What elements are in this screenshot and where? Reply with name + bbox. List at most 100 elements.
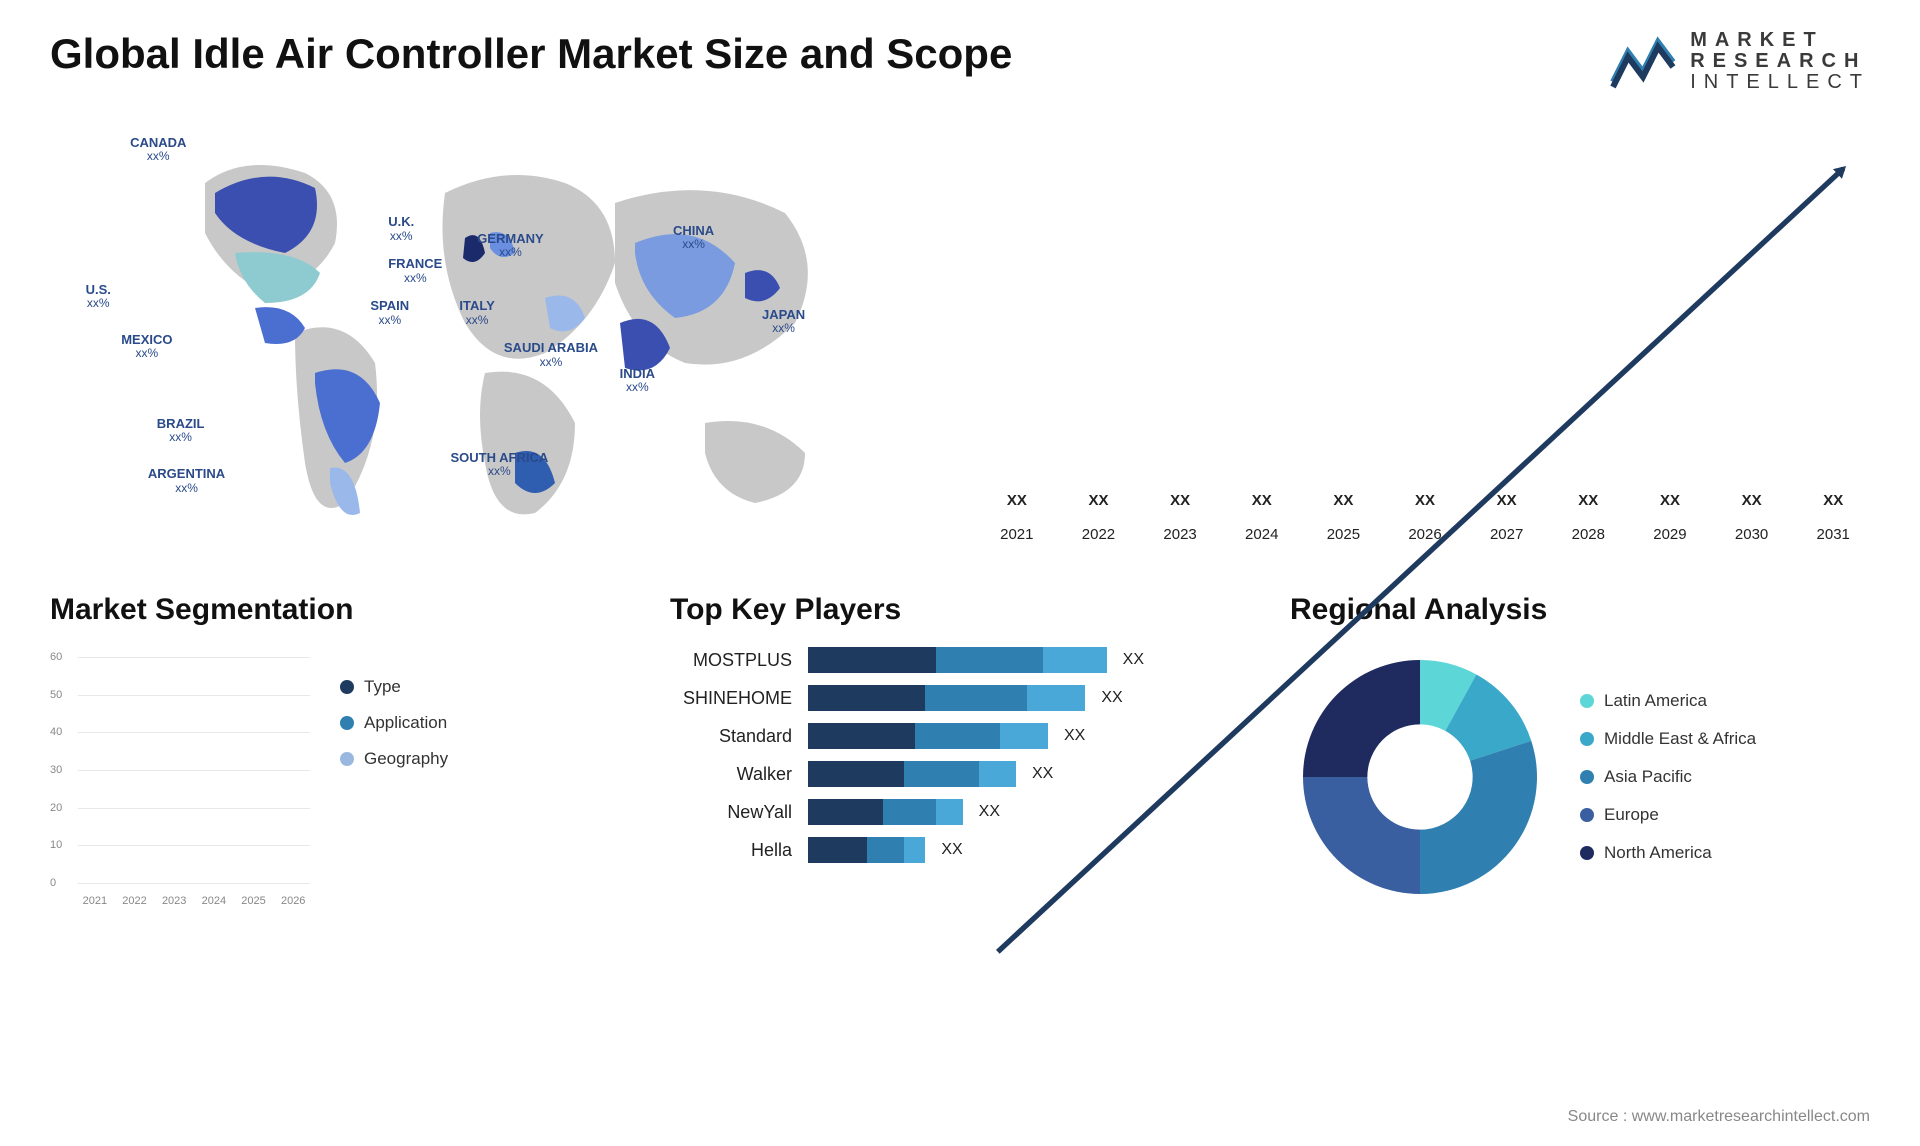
player-label: Standard — [670, 726, 800, 747]
player-bar — [808, 837, 925, 863]
region-legend-item: Asia Pacific — [1580, 767, 1756, 787]
player-bar — [808, 799, 963, 825]
seg-ytick: 0 — [50, 877, 56, 889]
map-label-argentina: ARGENTINAxx% — [148, 467, 225, 494]
map-label-saudiarabia: SAUDI ARABIAxx% — [504, 341, 598, 368]
player-value-label: XX — [1032, 765, 1053, 783]
region-legend-item: Latin America — [1580, 691, 1756, 711]
growth-xaxis-label: 2025 — [1307, 526, 1381, 543]
logo-line3: INTELLECT — [1690, 72, 1870, 93]
player-label: Hella — [670, 840, 800, 861]
growth-xaxis-label: 2021 — [980, 526, 1054, 543]
segmentation-panel: Market Segmentation 0102030405060 202120… — [50, 593, 630, 907]
world-map-panel: CANADAxx% U.S.xx% MEXICOxx% BRAZILxx% ARGENT… — [50, 123, 940, 543]
legend-dot-icon — [340, 680, 354, 694]
region-legend-item: Middle East & Africa — [1580, 729, 1756, 749]
player-row: SHINEHOME XX — [670, 685, 1250, 711]
seg-xaxis-label: 2022 — [118, 895, 152, 907]
growth-xaxis-label: 2023 — [1143, 526, 1217, 543]
logo-line1: MARKET — [1690, 30, 1870, 51]
seg-ytick: 10 — [50, 839, 62, 851]
growth-bar-label: XX — [1143, 492, 1217, 509]
growth-bar-label: XX — [980, 492, 1054, 509]
regional-panel: Regional Analysis Latin America Middle Ea… — [1290, 593, 1870, 907]
player-value-label: XX — [941, 841, 962, 859]
growth-bar-label: XX — [1551, 492, 1625, 509]
player-bar — [808, 647, 1107, 673]
map-label-germany: GERMANYxx% — [477, 232, 543, 259]
player-bar — [808, 761, 1016, 787]
player-label: NewYall — [670, 802, 800, 823]
growth-xaxis-label: 2029 — [1633, 526, 1707, 543]
region-legend-item: Europe — [1580, 805, 1756, 825]
player-value-label: XX — [979, 803, 1000, 821]
growth-xaxis-label: 2028 — [1551, 526, 1625, 543]
map-label-brazil: BRAZILxx% — [157, 417, 205, 444]
map-label-us: U.S.xx% — [86, 283, 111, 310]
map-label-southafrica: SOUTH AFRICAxx% — [451, 451, 549, 478]
seg-xaxis-label: 2024 — [197, 895, 231, 907]
seg-xaxis-label: 2025 — [237, 895, 271, 907]
player-row: Walker XX — [670, 761, 1250, 787]
page-title: Global Idle Air Controller Market Size a… — [50, 30, 1012, 78]
logo-line2: RESEARCH — [1690, 51, 1870, 72]
map-label-spain: SPAINxx% — [370, 299, 409, 326]
growth-bar-label: XX — [1633, 492, 1707, 509]
seg-ytick: 60 — [50, 651, 62, 663]
segmentation-legend: TypeApplicationGeography — [340, 647, 448, 907]
growth-xaxis-label: 2031 — [1796, 526, 1870, 543]
legend-dot-icon — [340, 752, 354, 766]
player-row: NewYall XX — [670, 799, 1250, 825]
player-label: SHINEHOME — [670, 688, 800, 709]
seg-ytick: 50 — [50, 689, 62, 701]
growth-xaxis-label: 2026 — [1388, 526, 1462, 543]
growth-bar-label: XX — [1388, 492, 1462, 509]
legend-dot-icon — [1580, 694, 1594, 708]
growth-bar-label: XX — [1062, 492, 1136, 509]
player-label: Walker — [670, 764, 800, 785]
regional-legend: Latin America Middle East & Africa Asia Pa… — [1580, 691, 1756, 863]
donut-slice — [1303, 660, 1420, 777]
segmentation-title: Market Segmentation — [50, 593, 630, 627]
donut-slice — [1420, 741, 1537, 894]
legend-dot-icon — [1580, 846, 1594, 860]
player-value-label: XX — [1101, 689, 1122, 707]
players-panel: Top Key Players MOSTPLUSXXSHINEHOMEXXSta… — [670, 593, 1250, 907]
legend-dot-icon — [1580, 770, 1594, 784]
seg-xaxis-label: 2021 — [78, 895, 112, 907]
growth-bar-label: XX — [1307, 492, 1381, 509]
growth-bar-label: XX — [1715, 492, 1789, 509]
map-label-uk: U.K.xx% — [388, 215, 414, 242]
growth-xaxis-label: 2027 — [1470, 526, 1544, 543]
map-label-india: INDIAxx% — [620, 367, 655, 394]
source-text: Source : www.marketresearchintellect.com — [1568, 1108, 1870, 1126]
seg-legend-item: Geography — [340, 749, 448, 769]
player-row: Hella XX — [670, 837, 1250, 863]
seg-ytick: 30 — [50, 764, 62, 776]
growth-bar-label: XX — [1470, 492, 1544, 509]
seg-ytick: 20 — [50, 802, 62, 814]
map-label-japan: JAPANxx% — [762, 308, 805, 335]
regional-title: Regional Analysis — [1290, 593, 1870, 627]
map-label-china: CHINAxx% — [673, 224, 714, 251]
legend-dot-icon — [1580, 732, 1594, 746]
legend-dot-icon — [340, 716, 354, 730]
growth-xaxis-label: 2030 — [1715, 526, 1789, 543]
regional-donut — [1290, 647, 1550, 907]
map-label-italy: ITALYxx% — [459, 299, 494, 326]
player-bar — [808, 685, 1085, 711]
growth-chart-panel: XXXXXXXXXXXXXXXXXXXXXX 20212022202320242… — [980, 123, 1870, 543]
seg-legend-item: Type — [340, 677, 448, 697]
segmentation-chart: 0102030405060 202120222023202420252026 — [50, 647, 310, 907]
player-row: Standard XX — [670, 723, 1250, 749]
player-value-label: XX — [1064, 727, 1085, 745]
logo-icon — [1608, 32, 1678, 92]
map-label-mexico: MEXICOxx% — [121, 333, 172, 360]
player-label: MOSTPLUS — [670, 650, 800, 671]
growth-xaxis-label: 2024 — [1225, 526, 1299, 543]
legend-dot-icon — [1580, 808, 1594, 822]
growth-xaxis-label: 2022 — [1062, 526, 1136, 543]
region-legend-item: North America — [1580, 843, 1756, 863]
map-label-canada: CANADAxx% — [130, 136, 186, 163]
map-label-france: FRANCExx% — [388, 257, 442, 284]
